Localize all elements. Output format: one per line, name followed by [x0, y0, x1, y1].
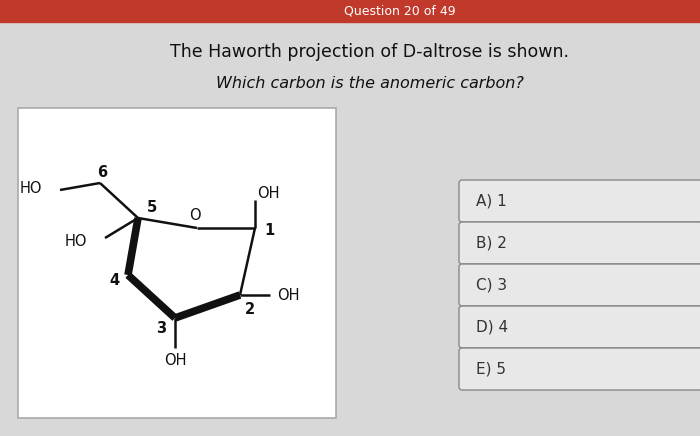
FancyBboxPatch shape	[459, 222, 700, 264]
FancyBboxPatch shape	[459, 306, 700, 348]
Bar	[18, 108, 336, 418]
Text: OH: OH	[164, 352, 186, 368]
FancyBboxPatch shape	[459, 180, 700, 222]
Text: C) 3: C) 3	[476, 277, 507, 293]
Text: 4: 4	[109, 272, 119, 287]
Text: 5: 5	[147, 200, 157, 215]
Text: HO: HO	[20, 181, 42, 195]
Text: D) 4: D) 4	[476, 320, 508, 334]
Text: 2: 2	[245, 302, 255, 317]
Text: Question 20 of 49: Question 20 of 49	[344, 4, 456, 17]
Text: HO: HO	[64, 234, 87, 249]
Text: Which carbon is the anomeric carbon?: Which carbon is the anomeric carbon?	[216, 75, 524, 91]
Bar	[0, 0, 700, 22]
Text: A) 1: A) 1	[476, 194, 507, 208]
Text: 6: 6	[97, 164, 107, 180]
Text: 1: 1	[264, 222, 274, 238]
Text: E) 5: E) 5	[476, 361, 506, 377]
Text: B) 2: B) 2	[476, 235, 507, 251]
FancyBboxPatch shape	[459, 264, 700, 306]
Text: OH: OH	[276, 287, 300, 303]
Text: The Haworth projection of D-altrose is shown.: The Haworth projection of D-altrose is s…	[171, 43, 570, 61]
Text: OH: OH	[257, 185, 279, 201]
Text: O: O	[189, 208, 201, 222]
FancyBboxPatch shape	[459, 348, 700, 390]
Text: 3: 3	[156, 320, 166, 335]
